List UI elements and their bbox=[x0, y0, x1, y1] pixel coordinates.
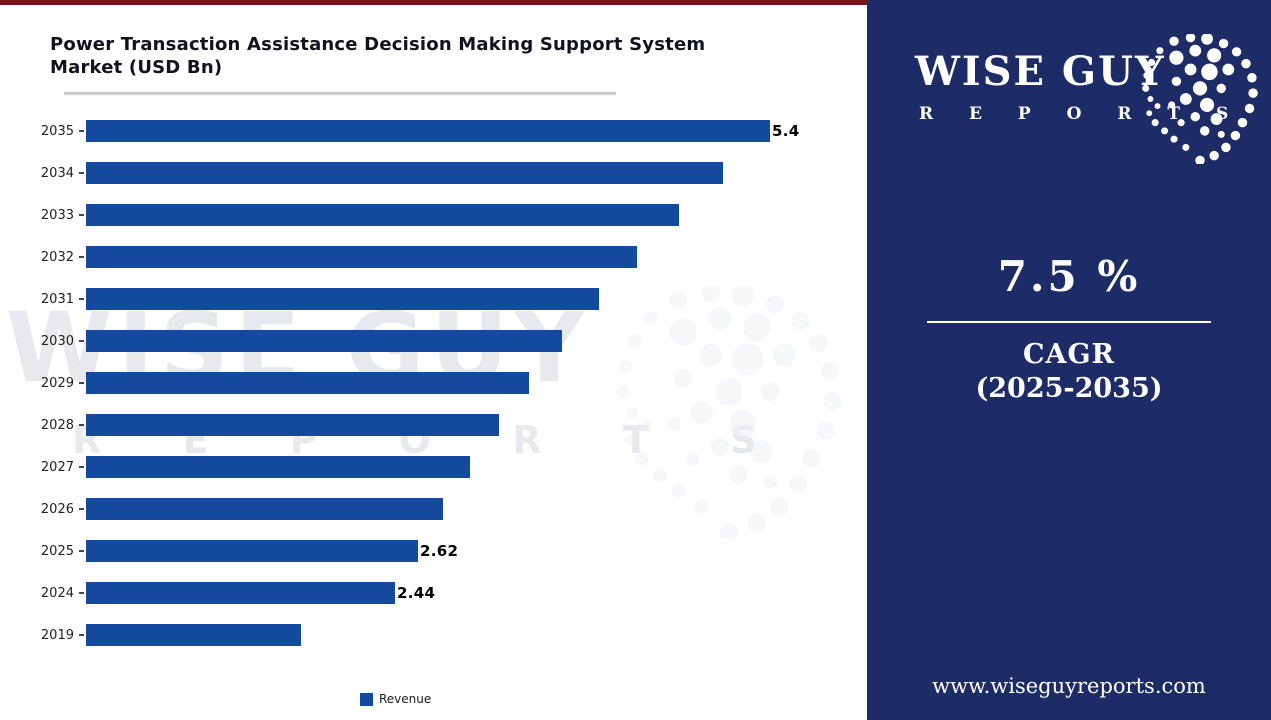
website-url: www.wiseguyreports.com bbox=[932, 674, 1206, 698]
axis-tick bbox=[79, 508, 84, 510]
bar-row: 2029 bbox=[13, 362, 799, 404]
axis-tick bbox=[79, 466, 84, 468]
legend-swatch-icon bbox=[360, 692, 373, 706]
revenue-bar bbox=[86, 330, 562, 352]
logo-wordmark: WISE GUY bbox=[915, 48, 1166, 95]
chart-title-line1: Power Transaction Assistance Decision Ma… bbox=[50, 34, 706, 55]
revenue-bar bbox=[86, 120, 770, 142]
cagr-label: CAGR bbox=[1023, 339, 1115, 370]
axis-tick bbox=[79, 592, 84, 594]
revenue-bar bbox=[86, 288, 599, 310]
bar-row: 2031 bbox=[13, 278, 799, 320]
y-axis-label: 2028 bbox=[40, 417, 74, 433]
bar-row: 2028 bbox=[13, 404, 799, 446]
revenue-bar bbox=[86, 498, 443, 520]
y-axis-label: 2034 bbox=[40, 165, 74, 181]
cagr-divider bbox=[927, 321, 1211, 323]
y-axis-label: 2019 bbox=[40, 627, 74, 643]
revenue-bar bbox=[86, 372, 529, 394]
revenue-bar bbox=[86, 162, 723, 184]
y-axis-label: 2024 bbox=[40, 585, 74, 601]
chart-title-line2: Market (USD Bn) bbox=[50, 57, 223, 78]
bar-value-label: 2.44 bbox=[397, 584, 436, 602]
bar-row: 2019 bbox=[13, 614, 799, 656]
brand-logo: WISE GUY R E P O R T S bbox=[867, 34, 1271, 164]
y-axis-label: 2031 bbox=[40, 291, 74, 307]
axis-tick bbox=[79, 634, 84, 636]
bar-row: 2034 bbox=[13, 152, 799, 194]
legend-label: Revenue bbox=[379, 692, 432, 706]
bar-value-label: 2.62 bbox=[420, 542, 459, 560]
y-axis-label: 2033 bbox=[40, 207, 74, 223]
bar-row: 2032 bbox=[13, 236, 799, 278]
bar-rows: 2035 5.4 2034 2033 2032 2031 2030 2029 2028 2027 2… bbox=[13, 110, 799, 656]
bar-row: 2026 bbox=[13, 488, 799, 530]
y-axis-label: 2026 bbox=[40, 501, 74, 517]
y-axis-label: 2035 bbox=[40, 123, 74, 139]
bar-row: 2030 bbox=[13, 320, 799, 362]
legend: Revenue bbox=[360, 692, 431, 706]
y-axis-label: 2032 bbox=[40, 249, 74, 265]
title-underline bbox=[64, 92, 616, 94]
cagr-value: 7.5 % bbox=[997, 252, 1141, 301]
bar-row: 2025 2.62 bbox=[13, 530, 799, 572]
cagr-range: (2025-2035) bbox=[975, 373, 1163, 404]
bar-value-label: 5.4 bbox=[772, 122, 800, 140]
bar-row: 2027 bbox=[13, 446, 799, 488]
y-axis-label: 2030 bbox=[40, 333, 74, 349]
axis-tick bbox=[79, 550, 84, 552]
top-accent-strip bbox=[0, 0, 867, 5]
revenue-bar bbox=[86, 414, 499, 436]
chart-title: Power Transaction Assistance Decision Ma… bbox=[50, 33, 810, 79]
y-axis-label: 2025 bbox=[40, 543, 74, 559]
revenue-bar bbox=[86, 204, 679, 226]
axis-tick bbox=[79, 340, 84, 342]
bar-row: 2024 2.44 bbox=[13, 572, 799, 614]
brand-panel: WISE GUY R E P O R T S 7.5 % CAGR (2025-… bbox=[867, 0, 1271, 720]
axis-tick bbox=[79, 214, 84, 216]
axis-tick bbox=[79, 382, 84, 384]
axis-tick bbox=[79, 130, 84, 132]
axis-tick bbox=[79, 298, 84, 300]
axis-tick bbox=[79, 256, 84, 258]
chart-section: Power Transaction Assistance Decision Ma… bbox=[0, 0, 867, 706]
y-axis-label: 2027 bbox=[40, 459, 74, 475]
bar-row: 2033 bbox=[13, 194, 799, 236]
revenue-bar bbox=[86, 582, 395, 604]
bar-row: 2035 5.4 bbox=[13, 110, 799, 152]
revenue-bar bbox=[86, 624, 301, 646]
axis-tick bbox=[79, 424, 84, 426]
logo-subtext: R E P O R T S bbox=[919, 104, 1244, 124]
revenue-bar bbox=[86, 456, 470, 478]
cagr-block: 7.5 % CAGR (2025-2035) bbox=[867, 252, 1271, 404]
revenue-bar bbox=[86, 540, 418, 562]
axis-tick bbox=[79, 172, 84, 174]
revenue-bar bbox=[86, 246, 637, 268]
y-axis-label: 2029 bbox=[40, 375, 74, 391]
